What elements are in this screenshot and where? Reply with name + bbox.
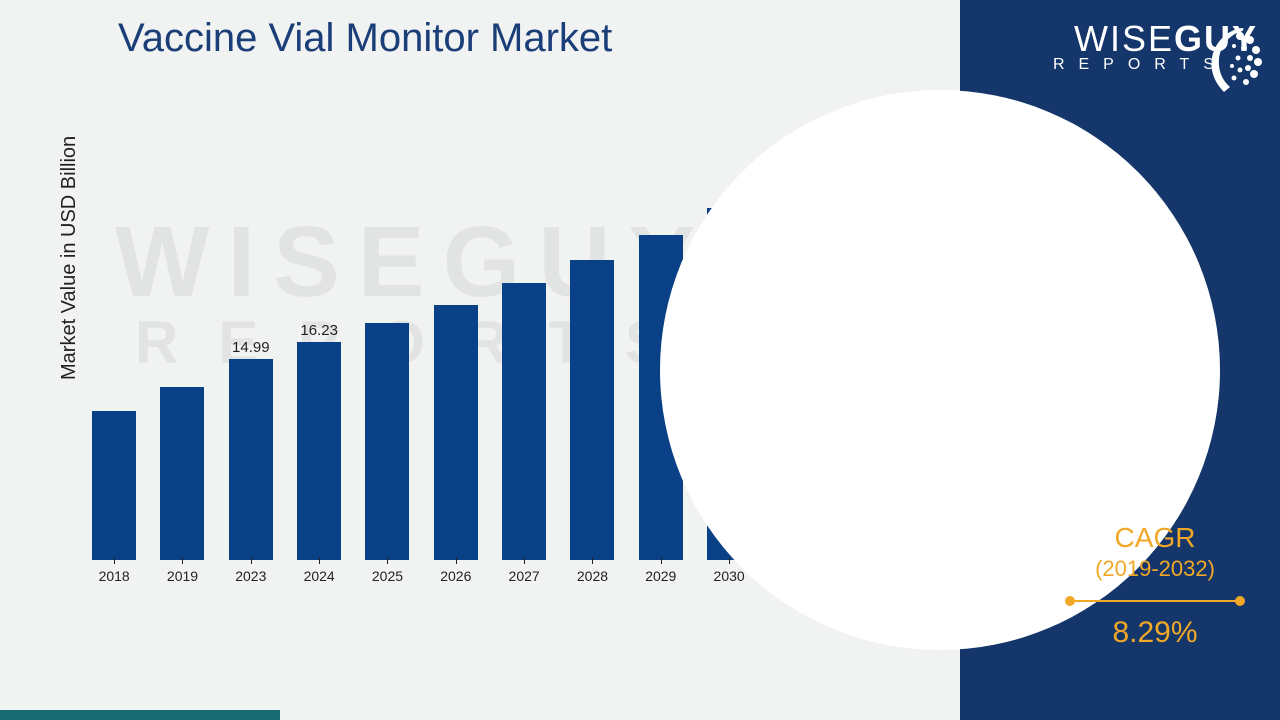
logo-text-sub: REPORTS [978,56,1228,74]
bar [558,130,626,560]
x-tick: 2028 [558,560,626,586]
x-tick: 2024 [285,560,353,586]
bar-rect [434,305,478,560]
x-tick: 2027 [490,560,558,586]
cagr-range: (2019-2032) [1060,556,1250,582]
bar-rect [229,359,273,560]
bar: 14.99 [217,130,285,560]
cagr-title: CAGR [1060,522,1250,554]
brand-logo: WISEGUY REPORTS [978,18,1258,74]
bar-rect [160,387,204,560]
bar [80,130,148,560]
bar [353,130,421,560]
cagr-value: 8.29% [1060,616,1250,650]
footer-accent-bar [0,710,280,720]
bar-value-label: 14.99 [232,339,270,357]
y-axis-label: Market Value in USD Billion [58,136,81,380]
bar-rect [502,283,546,560]
bar-rect [92,411,136,560]
cagr-divider [1070,600,1240,602]
x-tick: 2026 [422,560,490,586]
x-tick: 2029 [627,560,695,586]
bar [422,130,490,560]
side-panel: WISEGUY REPORTS CAGR (2019-2032) 8.29% [960,0,1280,720]
bar: 16.23 [285,130,353,560]
bar [490,130,558,560]
bar-value-label: 16.23 [300,322,338,340]
chart-title: Vaccine Vial Monitor Market [118,16,612,61]
bar [148,130,216,560]
x-tick: 2018 [80,560,148,586]
bar-rect [297,342,341,560]
cagr-block: CAGR (2019-2032) 8.29% [1060,522,1250,650]
bar-rect [570,260,614,560]
bar-rect [365,323,409,560]
x-tick: 2025 [353,560,421,586]
x-tick: 2019 [148,560,216,586]
x-tick: 2023 [217,560,285,586]
logo-head-icon [1204,24,1264,94]
